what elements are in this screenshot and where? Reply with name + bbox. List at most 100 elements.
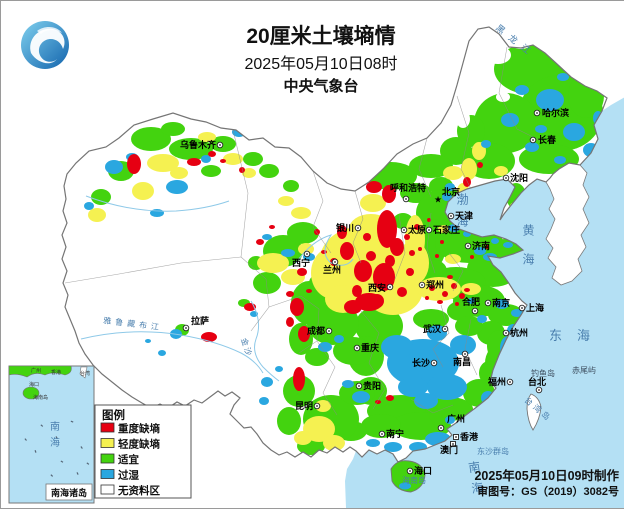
city-label: 南宁 — [386, 428, 404, 439]
city-marker-dot — [389, 286, 391, 288]
legend-swatch-fit — [100, 453, 115, 464]
city-label: 拉萨 — [191, 315, 209, 326]
city-太原: 太原 — [400, 224, 426, 235]
city-marker-dot — [455, 436, 457, 438]
inset-island-specks — [24, 420, 90, 477]
city-济南: 济南 — [464, 240, 490, 251]
city-marker-dot — [328, 330, 330, 332]
city-marker-dot — [358, 385, 360, 387]
city-北京: ★北京 — [434, 186, 460, 205]
city-marker-dot — [405, 198, 407, 200]
city-label: 济南 — [472, 240, 490, 251]
water-label: 黄海 — [521, 224, 535, 282]
rivers — [80, 195, 354, 382]
city-label: 海口 — [414, 465, 432, 476]
map-approval-number: 审图号：GS（2019）3082号 — [477, 484, 619, 498]
city-label: 北京 — [442, 186, 460, 197]
legend-title: 图例 — [102, 408, 125, 422]
legend-swatch-nodata — [100, 484, 115, 495]
inset-sea-label: 南海 — [48, 420, 60, 453]
city-marker-dot — [532, 139, 534, 141]
city-marker-dot — [433, 362, 435, 364]
water-label: 钓鱼岛 — [531, 368, 555, 378]
city-哈尔滨: 哈尔滨 — [533, 107, 569, 118]
city-label: 郑州 — [426, 279, 444, 290]
hainan-island — [390, 460, 426, 493]
city-南昌: 南昌 — [453, 350, 471, 367]
city-label: 长沙 — [412, 357, 430, 368]
city-label: 呼和浩特 — [390, 182, 426, 193]
city-label: 台北 — [528, 376, 546, 387]
city-marker-dot — [450, 215, 452, 217]
city-label: 上海 — [526, 302, 544, 313]
city-label: 长春 — [538, 134, 557, 145]
city-label: 昆明 — [295, 401, 313, 411]
header: 20厘米土壤墒情 2025年05月10日08时 中央气象台 — [245, 24, 398, 95]
production-time: 2025年05月10日09时制作 — [474, 468, 619, 483]
taiwan-island — [526, 393, 542, 431]
city-西安: 西安 — [368, 282, 394, 293]
city-呼和浩特: 呼和浩特 — [390, 182, 426, 203]
legend-swatch-wet — [100, 469, 115, 479]
city-长沙: 长沙 — [412, 357, 438, 368]
city-marker-dot — [306, 253, 308, 255]
city-label: 成都 — [307, 325, 325, 336]
legend-label: 无资料区 — [117, 484, 160, 497]
city-label: 兰州 — [323, 264, 341, 275]
capital-star-icon: ★ — [434, 195, 442, 205]
city-marker-dot — [538, 389, 540, 391]
city-marker-dot — [381, 433, 383, 435]
zone-severe-deficit — [127, 151, 489, 404]
city-marker-dot — [509, 381, 511, 383]
city-郑州: 郑州 — [418, 279, 444, 290]
legend-label: 重度缺墒 — [118, 422, 160, 435]
city-label: 武汉 — [423, 323, 442, 334]
province-borders — [64, 46, 542, 416]
city-marker-dot — [440, 427, 442, 429]
city-label: 天津 — [455, 210, 473, 221]
city-label: 银川 — [336, 222, 354, 233]
city-沈阳: 沈阳 — [502, 172, 528, 183]
city-marker-dot — [356, 347, 358, 349]
city-南宁: 南宁 — [378, 428, 404, 439]
inset-tiny-label: 台湾 — [80, 370, 90, 377]
city-label: 福州 — [487, 376, 506, 387]
legend-label: 过湿 — [118, 469, 139, 482]
city-武汉: 武汉 — [423, 323, 449, 334]
city-marker-dot — [185, 327, 187, 329]
city-marker-dot — [444, 328, 446, 330]
city-label: 太原 — [407, 224, 426, 235]
city-昆明: 昆明 — [295, 401, 321, 411]
city-贵阳: 贵阳 — [355, 380, 381, 391]
city-label: 西宁 — [292, 257, 310, 268]
title-agency: 中央气象台 — [283, 77, 358, 95]
water-label: 东海 — [549, 328, 605, 343]
city-拉萨: 拉萨 — [182, 315, 209, 332]
city-label: 杭州 — [510, 327, 528, 338]
city-marker-dot — [474, 310, 476, 312]
city-marker-dot — [452, 443, 454, 445]
water-label: 东沙群岛 — [477, 446, 509, 456]
city-label: 南京 — [492, 297, 510, 308]
city-marker-dot — [403, 229, 405, 231]
city-label: 香港 — [459, 431, 479, 442]
inset-caption: 南海诸岛 — [51, 487, 87, 498]
water-label: 赤尾屿 — [572, 366, 596, 375]
city-marker-dot — [316, 405, 318, 407]
city-marker-dot — [521, 307, 523, 309]
page-title: 20厘米土壤墒情 — [246, 24, 395, 48]
city-label: 哈尔滨 — [542, 107, 569, 118]
city-marker-dot — [409, 470, 411, 472]
inset-tiny-label: 海口 — [29, 381, 39, 388]
city-marker-dot — [487, 302, 489, 304]
city-重庆: 重庆 — [353, 342, 379, 353]
city-广州: 广州 — [437, 413, 465, 432]
city-香港: 香港 — [453, 431, 479, 442]
city-长春: 长春 — [529, 134, 557, 145]
city-marker-dot — [536, 112, 538, 114]
inset-tiny-label: 海南岛 — [33, 394, 48, 401]
city-福州: 福州 — [487, 376, 514, 387]
